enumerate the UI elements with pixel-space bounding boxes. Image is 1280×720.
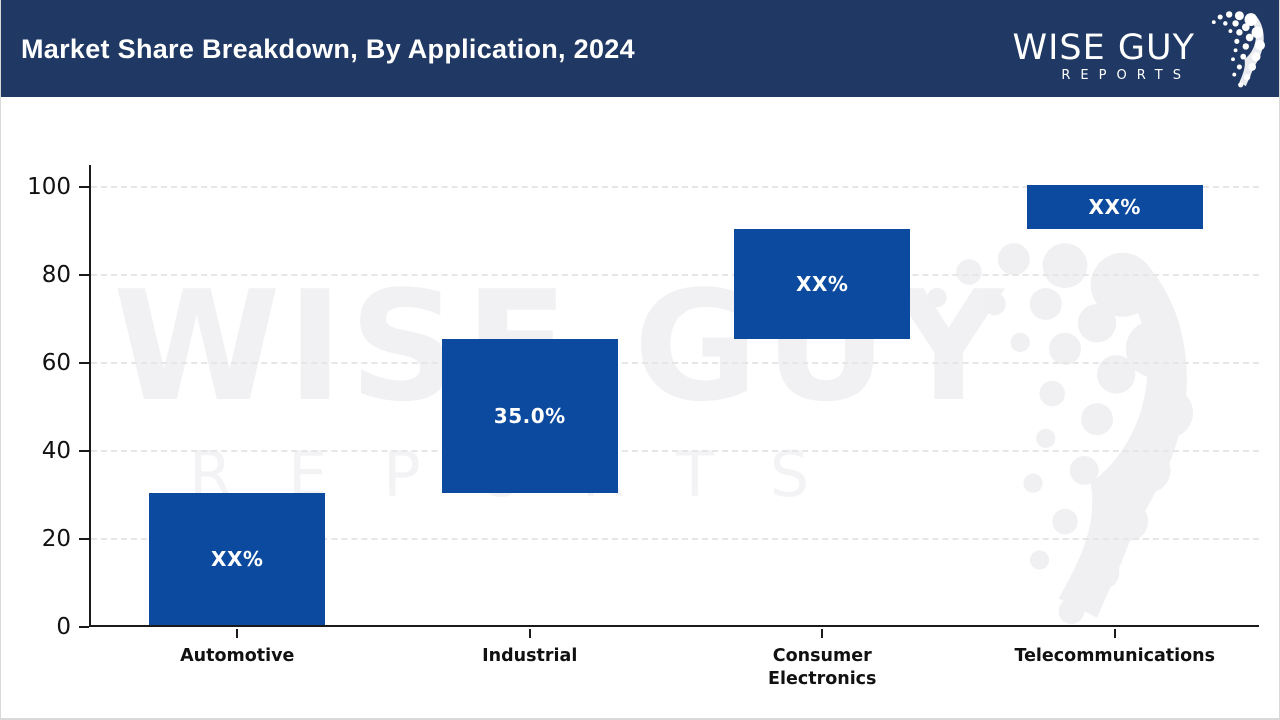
y-axis-tick	[79, 538, 89, 540]
bar: XX%	[149, 493, 326, 625]
y-axis-tick-label: 40	[41, 438, 71, 464]
y-axis-tick-label: 80	[41, 262, 71, 288]
x-axis-category-label: Telecommunications	[1014, 646, 1216, 666]
chart-area: 0 20 40 60 80 100 XX% Automotive 35.0% Industrial…	[1, 97, 1280, 720]
bar: 35.0%	[441, 339, 618, 493]
bar-value-label: 35.0%	[493, 404, 566, 428]
y-axis-tick	[79, 450, 89, 452]
grid-line	[91, 538, 1259, 540]
bar: XX%	[1026, 185, 1203, 229]
x-axis-tick	[821, 629, 824, 638]
grid-line	[91, 450, 1259, 452]
x-axis-tick	[236, 629, 239, 638]
chart-title: Market Share Breakdown, By Application, …	[21, 34, 635, 64]
grid-line	[91, 362, 1259, 364]
y-axis-tick-label: 100	[27, 174, 71, 200]
header-bar: Market Share Breakdown, By Application, …	[1, 0, 1279, 97]
bar: XX%	[734, 229, 911, 339]
y-axis-tick	[79, 626, 89, 628]
y-axis-tick-label: 20	[41, 526, 71, 552]
brand-logo: WISE GUY REPORTS	[1012, 6, 1265, 92]
y-axis-tick	[79, 274, 89, 276]
x-axis-category-label: Consumer Electronics	[768, 646, 877, 689]
plot-area: 0 20 40 60 80 100 XX% Automotive 35.0% Industrial…	[27, 165, 1259, 689]
bar-value-label: XX%	[796, 272, 849, 296]
bar-value-label: XX%	[211, 547, 264, 571]
bar-value-label: XX%	[1088, 195, 1141, 219]
x-axis-tick	[1113, 629, 1116, 638]
grid-line	[91, 274, 1259, 276]
x-axis-tick	[528, 629, 531, 638]
x-axis-category-label: Industrial	[482, 646, 578, 666]
y-axis-tick	[79, 186, 89, 188]
logo-head-icon	[1211, 11, 1265, 88]
y-axis-tick-label: 0	[56, 614, 71, 640]
logo-subtext: REPORTS	[1061, 68, 1191, 83]
y-axis-tick-label: 60	[41, 350, 71, 376]
grid-line	[91, 186, 1259, 188]
logo-wordmark: WISE GUY	[1012, 28, 1195, 68]
y-axis-tick	[79, 362, 89, 364]
x-axis-category-label: Automotive	[180, 646, 295, 666]
